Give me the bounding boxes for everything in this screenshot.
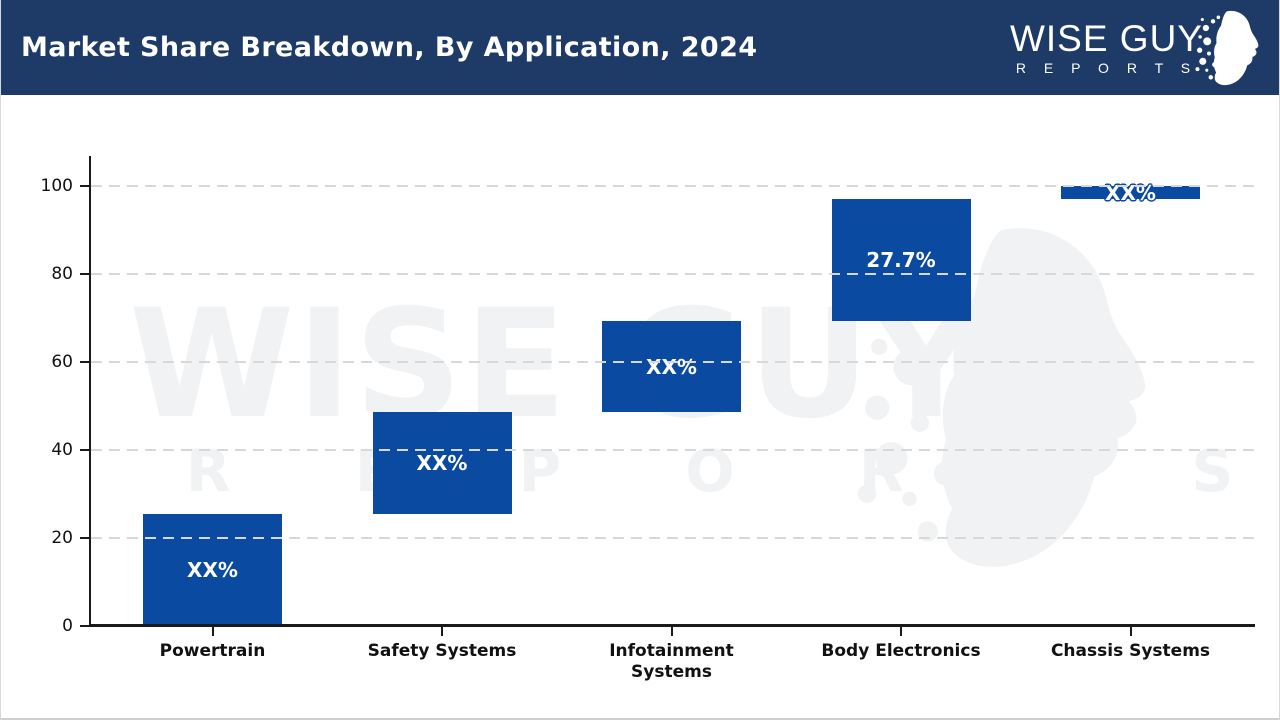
category-label: Body Electronics xyxy=(821,641,981,661)
grid-line xyxy=(91,273,1255,275)
bar: XX% xyxy=(1061,181,1200,205)
logo-wiseguy-text: WISE GUY xyxy=(1009,18,1203,60)
bar: XX% xyxy=(372,412,512,514)
bar-value-label: XX% xyxy=(416,451,468,475)
grid-line xyxy=(91,361,1255,363)
bar-value-label: XX% xyxy=(187,557,238,582)
y-tick xyxy=(80,537,89,539)
y-tick-label: 100 xyxy=(40,176,73,196)
category-label: Safety Systems xyxy=(367,641,517,661)
plot-area: 0 20 40 60 80 100 XX% Powertrain XX% Safety Syste… xyxy=(41,156,1255,682)
bar-value-label: 27.7% xyxy=(866,248,936,273)
chart-title: Market Share Breakdown, By Application, … xyxy=(21,32,758,63)
y-tick xyxy=(80,361,89,363)
header-bar: Market Share Breakdown, By Application, … xyxy=(1,0,1279,95)
y-tick-label: 20 xyxy=(51,528,73,548)
grid-line xyxy=(91,185,1255,187)
y-tick-label: 40 xyxy=(51,440,73,460)
grid-line xyxy=(91,537,1255,539)
bar-value-label: XX% xyxy=(1105,180,1156,205)
y-tick xyxy=(80,449,89,451)
x-tick xyxy=(900,627,902,636)
y-tick-label: 0 xyxy=(62,616,73,636)
bar: 27.7% xyxy=(831,199,971,322)
y-tick-label: 60 xyxy=(51,352,73,372)
x-tick xyxy=(1129,627,1132,636)
logo-reports-text: R E P O R T S xyxy=(1015,59,1198,76)
logo-text: WISE GUY R E P O R T S xyxy=(1009,18,1203,76)
bar: XX% xyxy=(602,321,741,413)
logo-head-icon xyxy=(1195,10,1259,86)
x-tick xyxy=(441,627,443,636)
y-tick xyxy=(80,185,89,187)
x-tick xyxy=(670,627,673,636)
bar: XX% xyxy=(143,513,282,626)
y-tick xyxy=(80,273,89,275)
category-label: Infotainment Systems xyxy=(609,641,734,683)
y-tick xyxy=(80,625,89,627)
category-label: Chassis Systems xyxy=(1050,641,1211,661)
wise-guy-reports-logo: WISE GUY R E P O R T S xyxy=(1010,8,1265,88)
grid-line xyxy=(91,449,1255,451)
y-axis-spine xyxy=(89,156,91,626)
x-tick xyxy=(211,627,214,636)
bar-value-label: XX% xyxy=(646,354,697,379)
y-tick-label: 80 xyxy=(51,264,73,284)
x-axis-spine xyxy=(89,624,1255,627)
category-label: Powertrain xyxy=(159,641,266,661)
